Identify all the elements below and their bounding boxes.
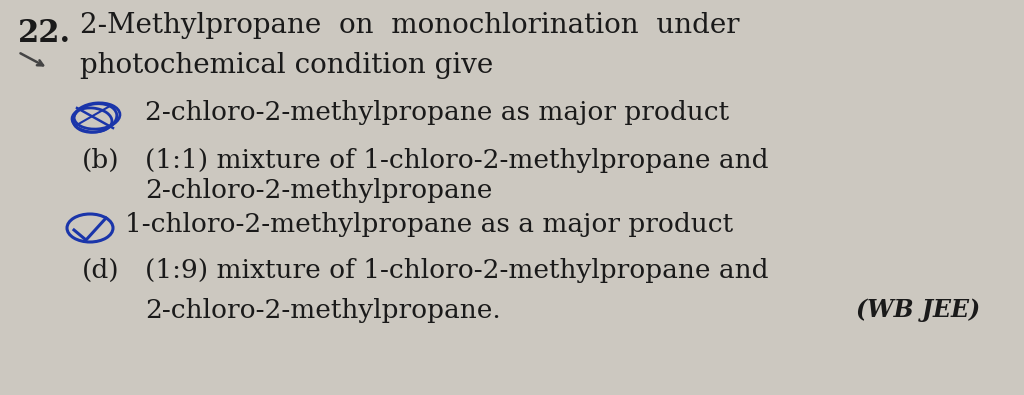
Text: (d): (d) <box>82 258 120 283</box>
Text: (WB JEE): (WB JEE) <box>856 298 980 322</box>
Text: (b): (b) <box>82 148 120 173</box>
Text: 22.: 22. <box>18 18 71 49</box>
Text: 2-chloro-2-methylpropane: 2-chloro-2-methylpropane <box>145 178 493 203</box>
Text: photochemical condition give: photochemical condition give <box>80 52 494 79</box>
Text: 2-chloro-2-methylpropane.: 2-chloro-2-methylpropane. <box>145 298 501 323</box>
Text: (1:9) mixture of 1-chloro-2-methylpropane and: (1:9) mixture of 1-chloro-2-methylpropan… <box>145 258 768 283</box>
Text: (1:1) mixture of 1-chloro-2-methylpropane and: (1:1) mixture of 1-chloro-2-methylpropan… <box>145 148 768 173</box>
Text: 2-Methylpropane  on  monochlorination  under: 2-Methylpropane on monochlorination unde… <box>80 12 739 39</box>
Text: 1-chloro-2-methylpropane as a major product: 1-chloro-2-methylpropane as a major prod… <box>125 212 733 237</box>
Text: 2-chloro-2-methylpropane as major product: 2-chloro-2-methylpropane as major produc… <box>145 100 729 125</box>
